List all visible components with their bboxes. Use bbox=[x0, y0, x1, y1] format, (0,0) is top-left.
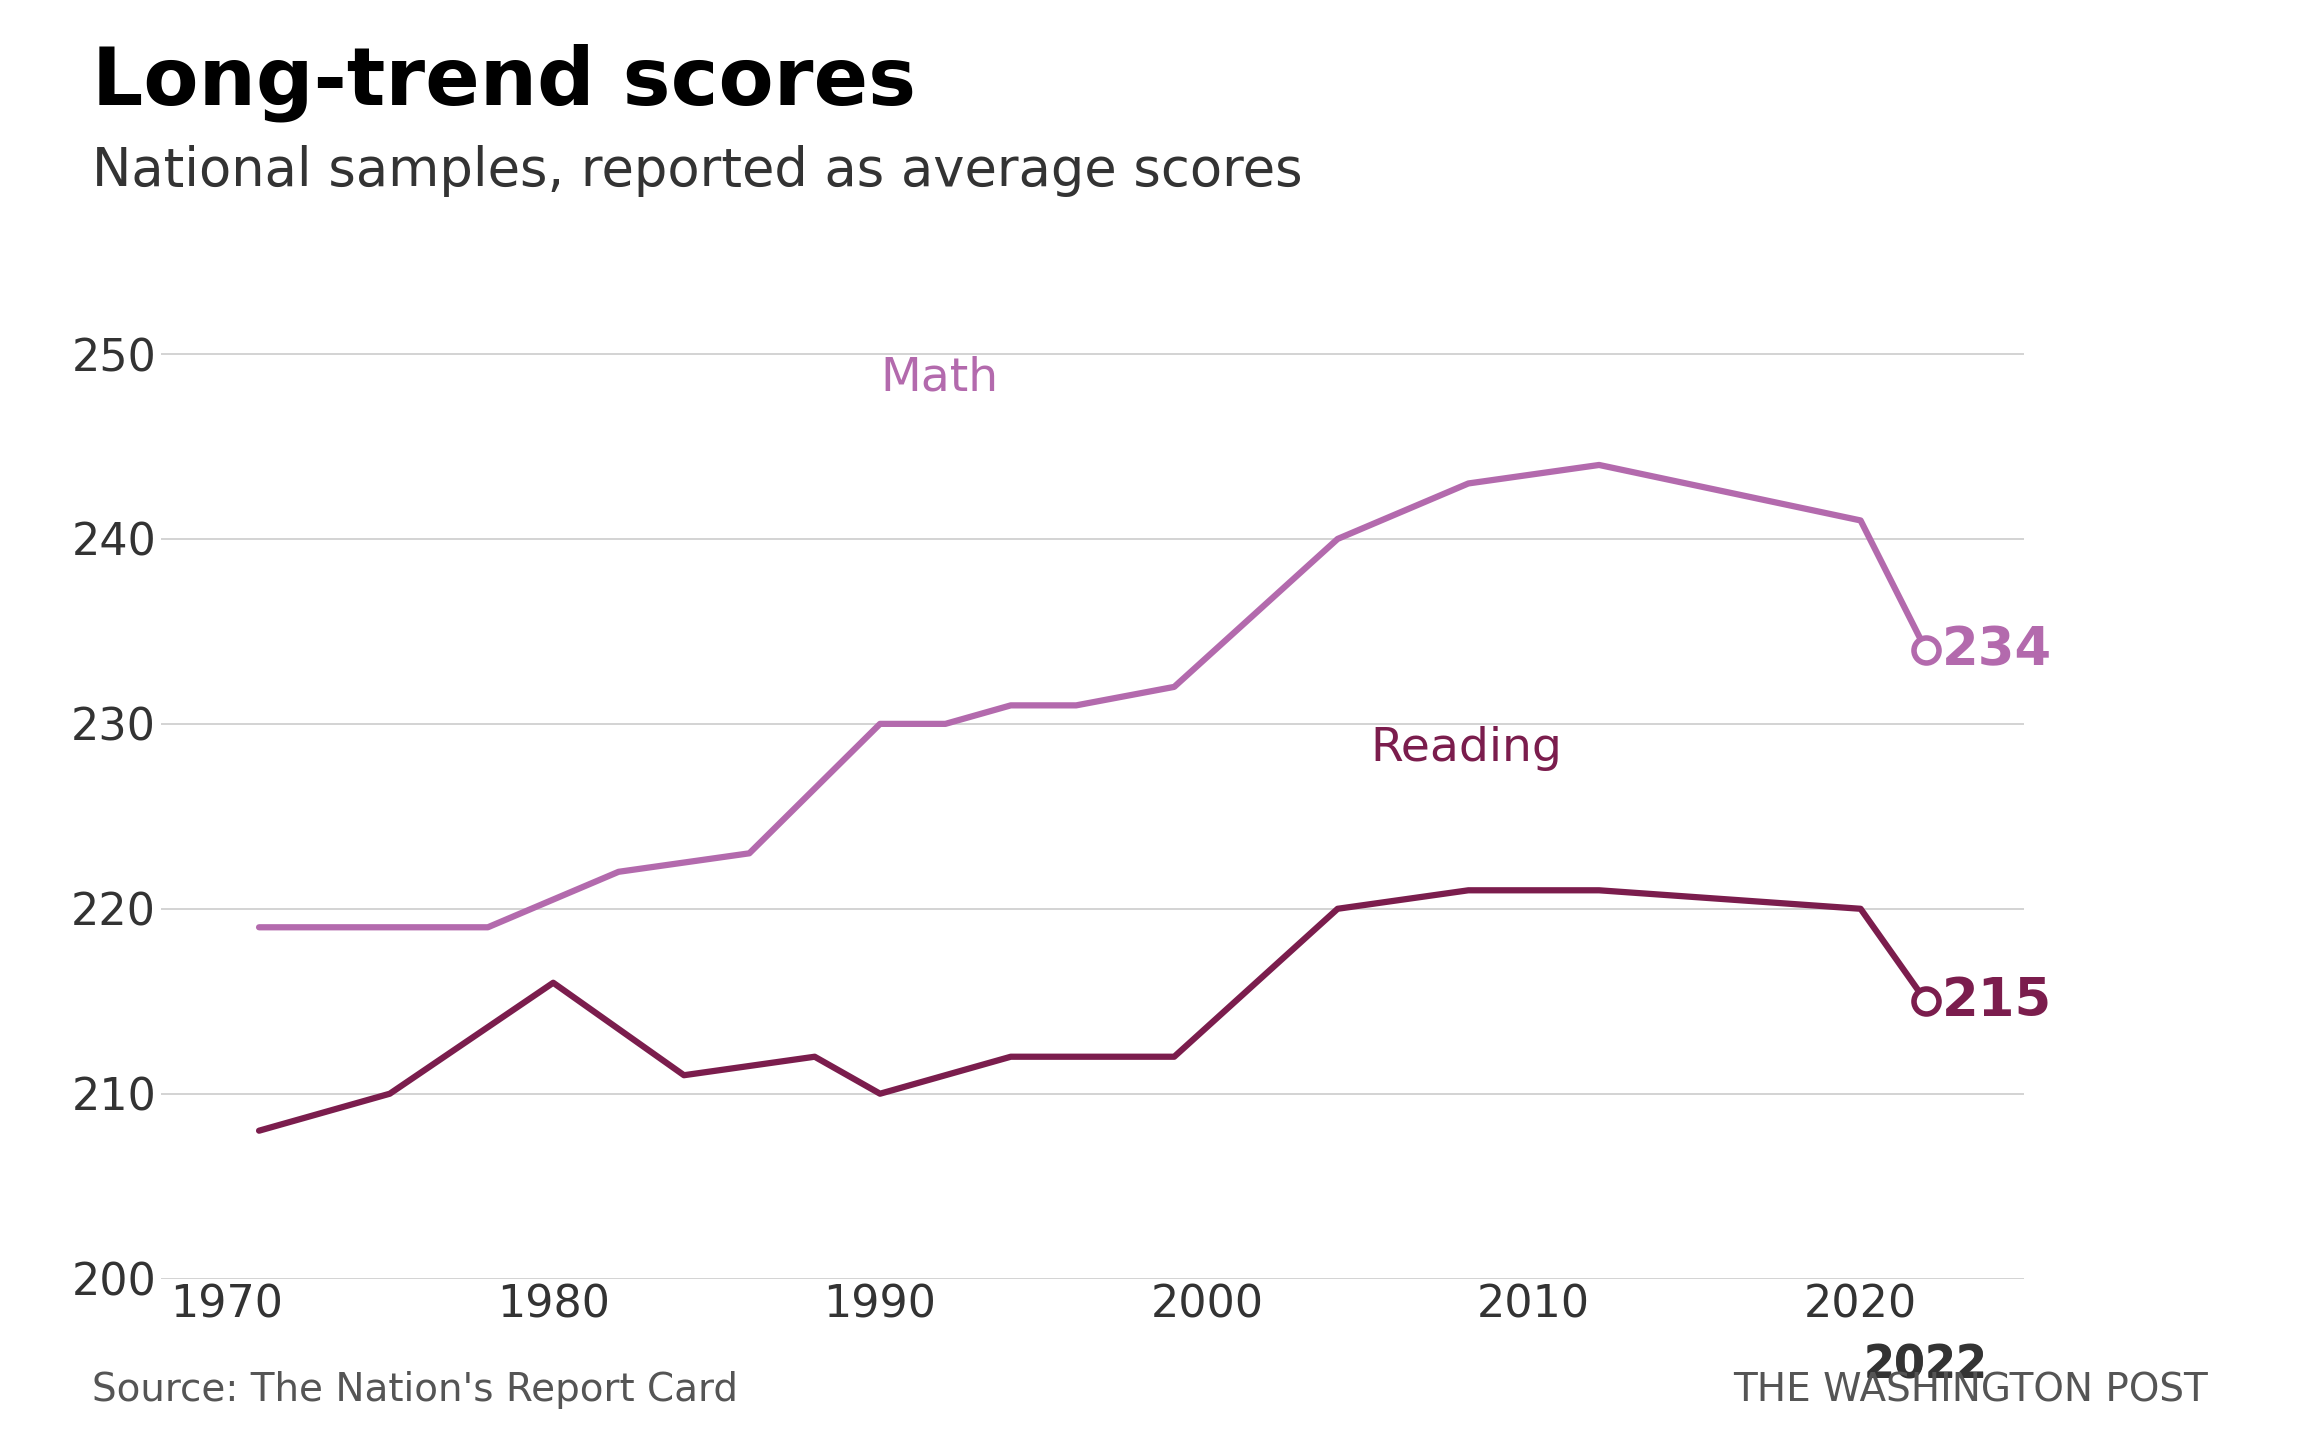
Text: THE WASHINGTON POST: THE WASHINGTON POST bbox=[1734, 1372, 2208, 1409]
Text: Source: The Nation's Report Card: Source: The Nation's Report Card bbox=[92, 1372, 738, 1409]
Text: Long-trend scores: Long-trend scores bbox=[92, 44, 915, 122]
Text: 2022: 2022 bbox=[1863, 1344, 1987, 1388]
Text: Reading: Reading bbox=[1371, 726, 1562, 772]
Text: Math: Math bbox=[881, 356, 998, 401]
Text: 234: 234 bbox=[1941, 623, 2052, 676]
Text: National samples, reported as average scores: National samples, reported as average sc… bbox=[92, 145, 1302, 198]
Text: 215: 215 bbox=[1941, 975, 2052, 1027]
Text: 2022: 2022 bbox=[1863, 1344, 1987, 1386]
